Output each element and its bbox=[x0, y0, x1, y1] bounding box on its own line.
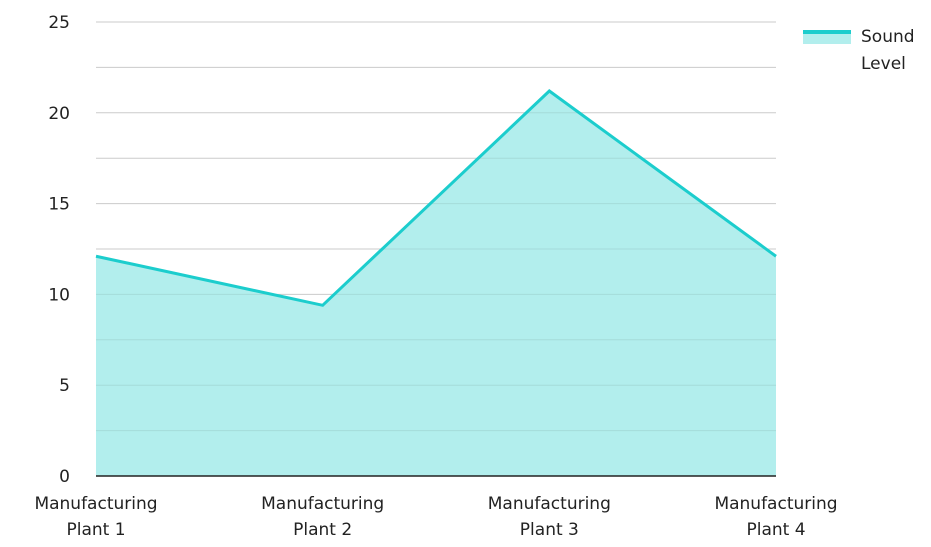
grid-lines-overlay bbox=[96, 21, 776, 432]
legend: Sound Level bbox=[803, 24, 931, 78]
x-axis-ticks: Manufacturing Plant 1 Manufacturing Plant 2… bbox=[34, 494, 837, 540]
series-area-fill bbox=[96, 91, 776, 477]
y-tick-label: 5 bbox=[59, 376, 70, 396]
x-tick-label: Manufacturing Plant 3 bbox=[488, 494, 611, 540]
series-line bbox=[95, 89, 777, 307]
y-axis-ticks: 0 5 10 15 20 25 bbox=[48, 13, 70, 487]
legend-swatch-fill bbox=[803, 34, 851, 44]
y-tick-label: 20 bbox=[48, 104, 70, 124]
legend-swatch-line bbox=[803, 30, 851, 34]
y-tick-label: 0 bbox=[59, 467, 70, 487]
y-tick-label: 10 bbox=[48, 285, 70, 305]
x-tick-label: Manufacturing Plant 4 bbox=[714, 494, 837, 540]
y-tick-label: 15 bbox=[48, 195, 70, 215]
x-tick-label: Manufacturing Plant 1 bbox=[34, 494, 157, 540]
legend-swatch bbox=[803, 30, 851, 44]
y-tick-label: 25 bbox=[48, 13, 70, 33]
x-tick-label: Manufacturing Plant 2 bbox=[261, 494, 384, 540]
legend-label: Sound Level bbox=[861, 27, 915, 74]
